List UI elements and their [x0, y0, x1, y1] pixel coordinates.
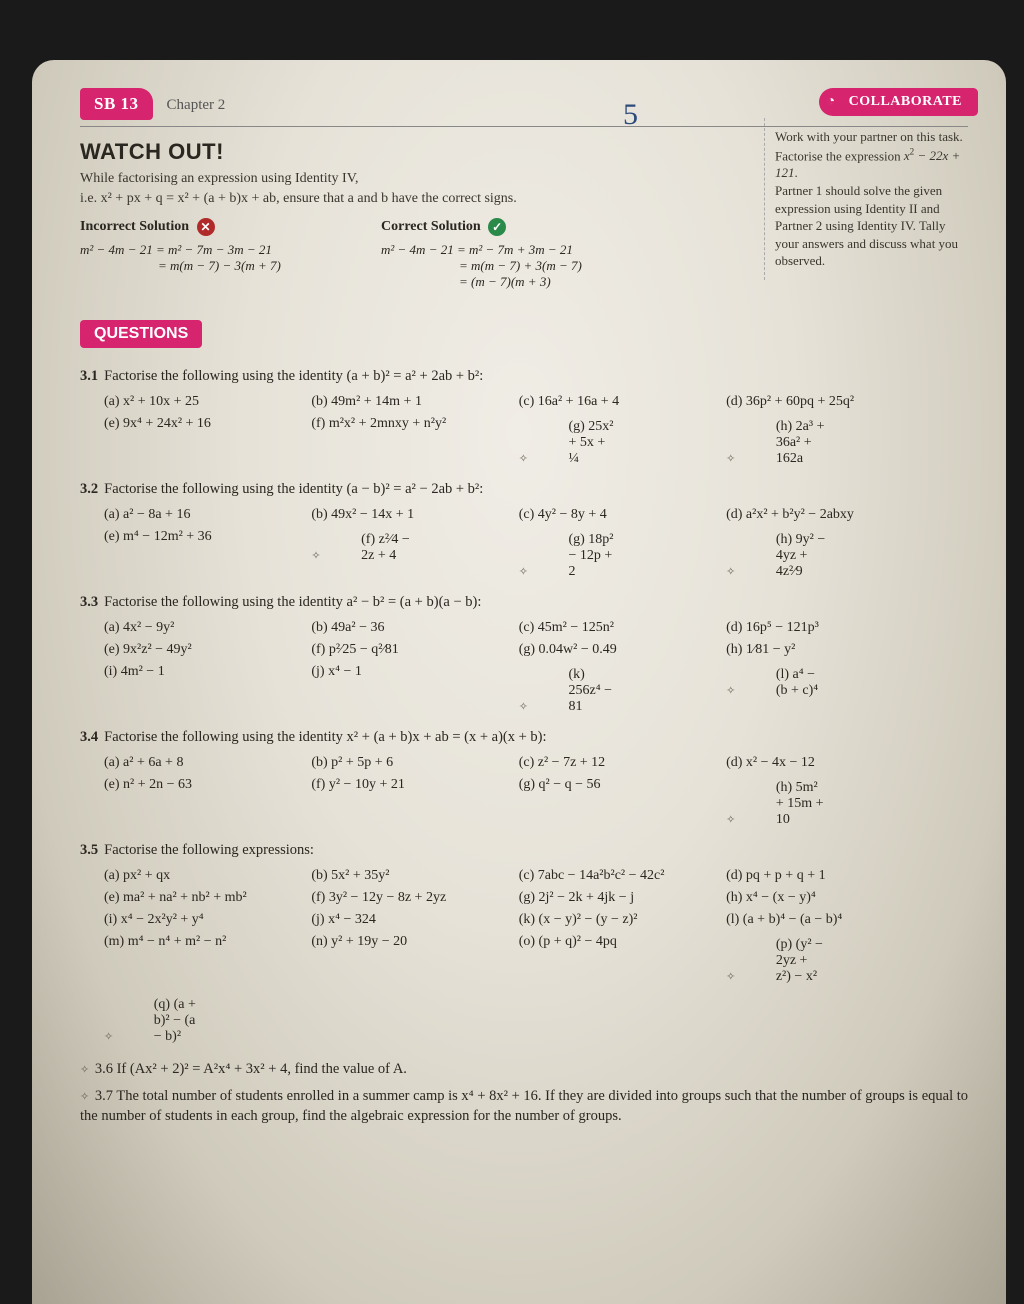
wrong-icon: ✕ [197, 218, 215, 236]
q34-stem: 3.4Factorise the following using the ide… [80, 729, 968, 746]
incorrect-solution: Incorrect Solution ✕ m² − 4m − 21 = m² −… [80, 218, 359, 290]
questions-heading: QUESTIONS [80, 320, 202, 348]
q32-options: (a) a² − 8a + 16(b) 49x² − 14x + 1(c) 4y… [80, 504, 968, 586]
watch-out-body: While factorising an expression using Id… [80, 169, 660, 208]
q35-stem: 3.5Factorise the following expressions: [80, 842, 968, 859]
handwritten-mark: 5 [623, 98, 638, 132]
q32-stem: 3.2Factorise the following using the ide… [80, 481, 968, 498]
q37: ✧ 3.7 The total number of students enrol… [80, 1086, 968, 1127]
collaborate-box: Work with your partner on this task. Fac… [764, 118, 982, 280]
chapter-label: Chapter 2 [167, 97, 226, 113]
textbook-page: SB 13 Chapter 2 5 COLLABORATE Work with … [32, 60, 1006, 1304]
q33-stem: 3.3Factorise the following using the ide… [80, 594, 968, 611]
q36: ✧ 3.6 If (Ax² + 2)² = A²x⁴ + 3x² + 4, fi… [80, 1061, 968, 1078]
q34-options: (a) a² + 6a + 8(b) p² + 5p + 6(c) z² − 7… [80, 752, 968, 834]
q33-options: (a) 4x² − 9y²(b) 49a² − 36(c) 45m² − 125… [80, 617, 968, 721]
q31-options: (a) x² + 10x + 25(b) 49m² + 14m + 1(c) 1… [80, 391, 968, 473]
correct-solution: Correct Solution ✓ m² − 4m − 21 = m² − 7… [381, 218, 660, 290]
chapter-tab: SB 13 [80, 88, 153, 120]
right-icon: ✓ [488, 218, 506, 236]
q35-options: (a) px² + qx(b) 5x² + 35y²(c) 7abc − 14a… [80, 865, 968, 1051]
solutions-row: Incorrect Solution ✕ m² − 4m − 21 = m² −… [80, 218, 660, 290]
q31-stem: 3.1Factorise the following using the ide… [80, 368, 968, 385]
collaborate-badge: COLLABORATE [819, 88, 978, 116]
